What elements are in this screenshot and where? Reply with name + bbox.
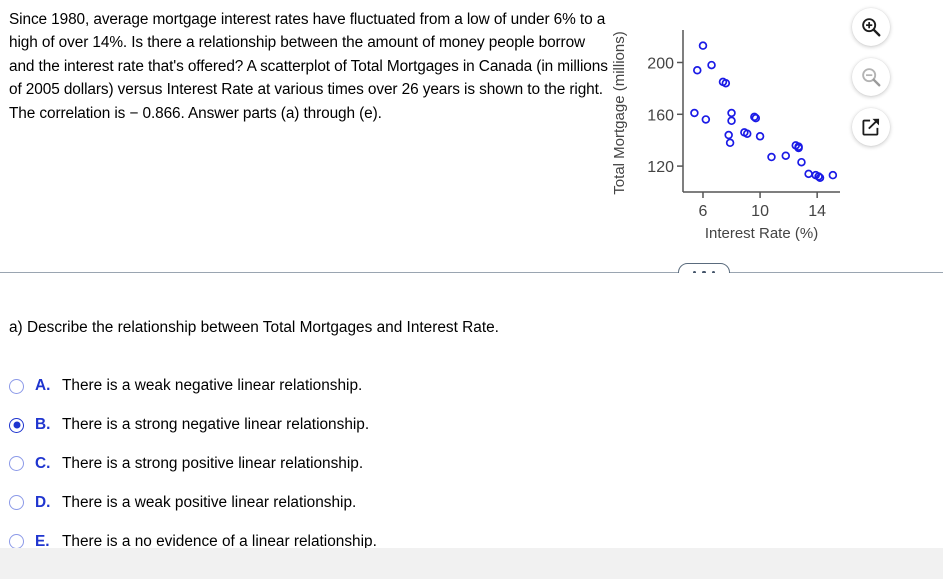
- data-point: [727, 116, 736, 126]
- y-tick-label: 120: [647, 159, 674, 176]
- answer-option-d[interactable]: D. There is a weak positive linear relati…: [9, 483, 709, 522]
- option-text: There is a weak negative linear relation…: [62, 377, 363, 395]
- answer-area: a) Describe the relationship between Tot…: [0, 273, 943, 548]
- x-tick-label: 10: [751, 203, 769, 220]
- question-prompt: a) Describe the relationship between Tot…: [9, 319, 499, 336]
- data-point: [724, 130, 733, 140]
- data-point: [690, 108, 699, 118]
- open-in-new-window-icon: [862, 118, 880, 136]
- problem-area: Since 1980, average mortgage interest ra…: [0, 0, 943, 272]
- option-letter: E.: [35, 532, 50, 548]
- data-point: [804, 169, 813, 179]
- y-tick-label: 160: [647, 107, 674, 124]
- open-in-new-window-button[interactable]: [852, 108, 890, 146]
- option-letter: C.: [35, 454, 51, 472]
- answer-option-a[interactable]: A. There is a weak negative linear relati…: [9, 367, 709, 406]
- zoom-out-button[interactable]: [852, 58, 890, 96]
- y-axis-label: Total Mortgage (millions): [611, 31, 628, 194]
- radio-e[interactable]: [9, 534, 24, 548]
- option-letter: A.: [35, 377, 51, 395]
- data-point: [828, 170, 838, 180]
- data-point: [725, 138, 735, 148]
- data-point: [781, 151, 791, 160]
- section-divider: [0, 272, 943, 273]
- answer-option-e[interactable]: E. There is a no evidence of a linear rel…: [9, 522, 709, 548]
- y-tick-label: 200: [647, 55, 674, 72]
- radio-b[interactable]: [9, 417, 24, 433]
- option-letter: D.: [35, 493, 51, 511]
- data-point: [698, 41, 708, 50]
- answer-options: A. There is a weak negative linear relati…: [9, 367, 709, 548]
- data-point: [767, 152, 776, 162]
- data-point: [727, 108, 736, 118]
- answer-option-b[interactable]: B. There is a strong negative linear rela…: [9, 406, 709, 445]
- page-footer: [0, 548, 943, 579]
- data-point: [751, 113, 761, 123]
- option-text: There is a strong positive linear relati…: [62, 454, 364, 472]
- radio-d[interactable]: [9, 495, 24, 511]
- x-tick-label: 6: [699, 203, 708, 220]
- data-point: [707, 60, 716, 70]
- chart-toolbar: [852, 8, 896, 158]
- scatterplot-svg: 120 160 200 6 10 14 Interest Rate (%) Total Mor…: [611, 30, 840, 242]
- ellipsis-dot-2: [702, 270, 706, 275]
- data-point: [721, 78, 731, 88]
- data-point: [815, 173, 825, 183]
- data-point: [701, 115, 711, 124]
- data-point: [750, 112, 759, 122]
- radio-a[interactable]: [9, 378, 24, 394]
- scatterplot: 120 160 200 6 10 14 Interest Rate (%) Total Mor…: [610, 20, 850, 250]
- option-text: There is a weak positive linear relation…: [62, 493, 357, 511]
- ellipsis-dot-1: [692, 270, 697, 275]
- option-text: There is a no evidence of a linear relat…: [62, 532, 377, 548]
- answer-option-c[interactable]: C. There is a strong positive linear rela…: [9, 445, 709, 484]
- ellipsis-dot-3: [711, 270, 716, 275]
- radio-c[interactable]: [9, 456, 24, 472]
- data-point: [755, 132, 765, 141]
- data-point: [693, 66, 702, 75]
- zoom-out-icon: [862, 68, 881, 87]
- x-axis-label: Interest Rate (%): [705, 225, 818, 242]
- data-point: [742, 129, 752, 138]
- data-point: [797, 157, 806, 167]
- data-point: [794, 143, 803, 153]
- data-point: [814, 172, 823, 181]
- option-text: There is a strong negative linear relati…: [62, 416, 370, 434]
- x-tick-label: 14: [808, 203, 826, 220]
- problem-statement: Since 1980, average mortgage interest ra…: [9, 11, 608, 122]
- zoom-in-button[interactable]: [852, 8, 890, 46]
- zoom-in-icon: [862, 18, 881, 37]
- option-letter: B.: [35, 416, 51, 434]
